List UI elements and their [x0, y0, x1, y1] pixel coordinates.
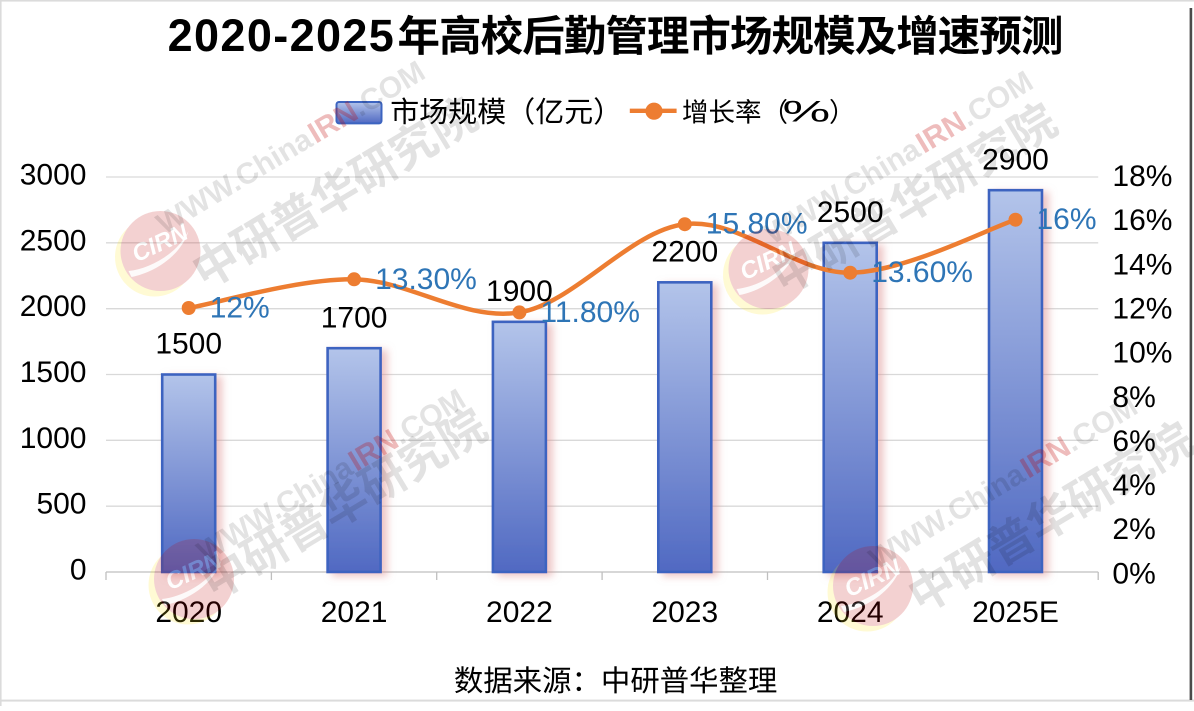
- svg-text:13.30%: 13.30%: [375, 263, 477, 296]
- svg-text:2020-2025: 2020-2025: [168, 10, 396, 61]
- svg-text:1500: 1500: [155, 328, 222, 361]
- svg-text:2023: 2023: [651, 596, 718, 629]
- svg-text:1900: 1900: [486, 275, 553, 308]
- svg-text:1700: 1700: [321, 301, 388, 334]
- svg-text:2020: 2020: [155, 596, 222, 629]
- svg-text:12%: 12%: [210, 292, 270, 325]
- svg-text:0%: 0%: [1112, 557, 1155, 590]
- svg-text:2000: 2000: [20, 290, 87, 323]
- svg-text:500: 500: [36, 488, 86, 521]
- svg-text:11.80%: 11.80%: [540, 296, 640, 329]
- svg-text:2%: 2%: [1112, 513, 1155, 546]
- svg-text:2024: 2024: [817, 596, 884, 629]
- svg-text:2025E: 2025E: [972, 596, 1059, 629]
- svg-text:18%: 18%: [1112, 160, 1172, 193]
- svg-text:3000: 3000: [20, 159, 87, 192]
- svg-text:15.80%: 15.80%: [706, 208, 808, 241]
- svg-text:14%: 14%: [1112, 248, 1172, 281]
- svg-text:1500: 1500: [20, 356, 87, 389]
- svg-text:2022: 2022: [486, 596, 553, 629]
- svg-text:10%: 10%: [1112, 337, 1172, 370]
- svg-text:0: 0: [70, 554, 87, 587]
- svg-text:2021: 2021: [321, 596, 388, 629]
- svg-text:16%: 16%: [1037, 203, 1097, 236]
- svg-text:2500: 2500: [20, 224, 87, 257]
- svg-text:8%: 8%: [1112, 381, 1155, 414]
- svg-text:13.60%: 13.60%: [871, 256, 973, 289]
- svg-text:%: %: [783, 96, 831, 129]
- svg-text:16%: 16%: [1112, 204, 1172, 237]
- svg-text:12%: 12%: [1112, 293, 1172, 326]
- svg-text:4%: 4%: [1112, 469, 1155, 502]
- svg-text:1000: 1000: [20, 422, 87, 455]
- svg-text:2200: 2200: [651, 236, 718, 269]
